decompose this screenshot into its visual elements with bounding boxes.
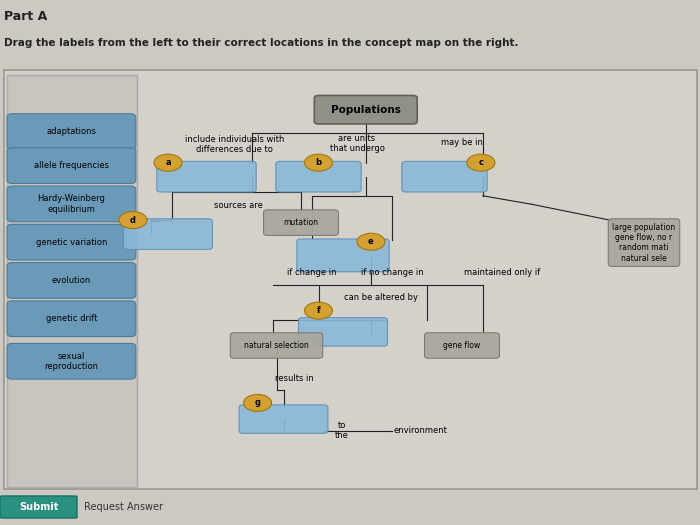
Circle shape xyxy=(304,302,332,319)
Text: gene flow: gene flow xyxy=(443,341,481,350)
FancyBboxPatch shape xyxy=(7,186,136,222)
Text: Part A: Part A xyxy=(4,10,47,23)
Text: can be altered by: can be altered by xyxy=(344,293,419,302)
Circle shape xyxy=(304,154,332,171)
Text: d: d xyxy=(130,216,136,225)
Text: to
the: to the xyxy=(335,421,349,440)
FancyBboxPatch shape xyxy=(314,96,417,124)
FancyBboxPatch shape xyxy=(7,224,136,260)
Circle shape xyxy=(467,154,495,171)
Text: results in: results in xyxy=(274,374,314,383)
FancyBboxPatch shape xyxy=(7,75,136,487)
FancyBboxPatch shape xyxy=(7,114,136,150)
Text: sexual
reproduction: sexual reproduction xyxy=(44,352,99,371)
FancyBboxPatch shape xyxy=(4,70,696,489)
Text: sources are: sources are xyxy=(214,201,262,210)
FancyBboxPatch shape xyxy=(608,219,680,266)
FancyBboxPatch shape xyxy=(230,333,323,358)
Text: Drag the labels from the left to their correct locations in the concept map on t: Drag the labels from the left to their c… xyxy=(4,38,518,48)
Circle shape xyxy=(244,394,272,412)
Text: Populations: Populations xyxy=(331,104,400,114)
FancyBboxPatch shape xyxy=(0,496,77,518)
Text: allele frequencies: allele frequencies xyxy=(34,161,109,170)
Text: maintained only if: maintained only if xyxy=(465,268,540,277)
FancyBboxPatch shape xyxy=(239,405,328,433)
Text: Hardy-Weinberg
equilibrium: Hardy-Weinberg equilibrium xyxy=(38,194,105,214)
FancyBboxPatch shape xyxy=(7,343,136,379)
Text: natural selection: natural selection xyxy=(244,341,309,350)
Text: g: g xyxy=(255,398,260,407)
FancyBboxPatch shape xyxy=(7,148,136,184)
FancyBboxPatch shape xyxy=(7,301,136,337)
Text: c: c xyxy=(478,158,484,167)
Text: e: e xyxy=(368,237,374,246)
Circle shape xyxy=(119,212,147,228)
Text: if change in: if change in xyxy=(287,268,336,277)
Text: Request Answer: Request Answer xyxy=(84,501,163,512)
Text: genetic variation: genetic variation xyxy=(36,238,107,247)
Text: if no change in: if no change in xyxy=(360,268,424,277)
Circle shape xyxy=(357,233,385,250)
FancyBboxPatch shape xyxy=(402,161,487,192)
Text: mutation: mutation xyxy=(284,218,318,227)
FancyBboxPatch shape xyxy=(298,318,388,346)
Circle shape xyxy=(154,154,182,171)
Text: b: b xyxy=(316,158,321,167)
Text: environment: environment xyxy=(393,426,447,435)
FancyBboxPatch shape xyxy=(297,239,389,272)
Text: may be in: may be in xyxy=(441,138,483,147)
Text: evolution: evolution xyxy=(52,276,91,285)
FancyBboxPatch shape xyxy=(157,161,256,192)
Text: a: a xyxy=(165,158,171,167)
Text: Submit: Submit xyxy=(19,501,58,512)
FancyBboxPatch shape xyxy=(123,219,213,249)
Text: adaptations: adaptations xyxy=(46,127,97,136)
FancyBboxPatch shape xyxy=(7,262,136,298)
Text: genetic drift: genetic drift xyxy=(46,314,97,323)
FancyBboxPatch shape xyxy=(263,210,339,235)
Text: include individuals with
differences due to: include individuals with differences due… xyxy=(185,135,284,154)
FancyBboxPatch shape xyxy=(424,333,500,358)
Text: large population
gene flow, no r
random mati
natural sele: large population gene flow, no r random … xyxy=(612,223,676,262)
Text: are units
that undergo: are units that undergo xyxy=(330,134,384,153)
Text: f: f xyxy=(316,306,321,315)
FancyBboxPatch shape xyxy=(276,161,361,192)
